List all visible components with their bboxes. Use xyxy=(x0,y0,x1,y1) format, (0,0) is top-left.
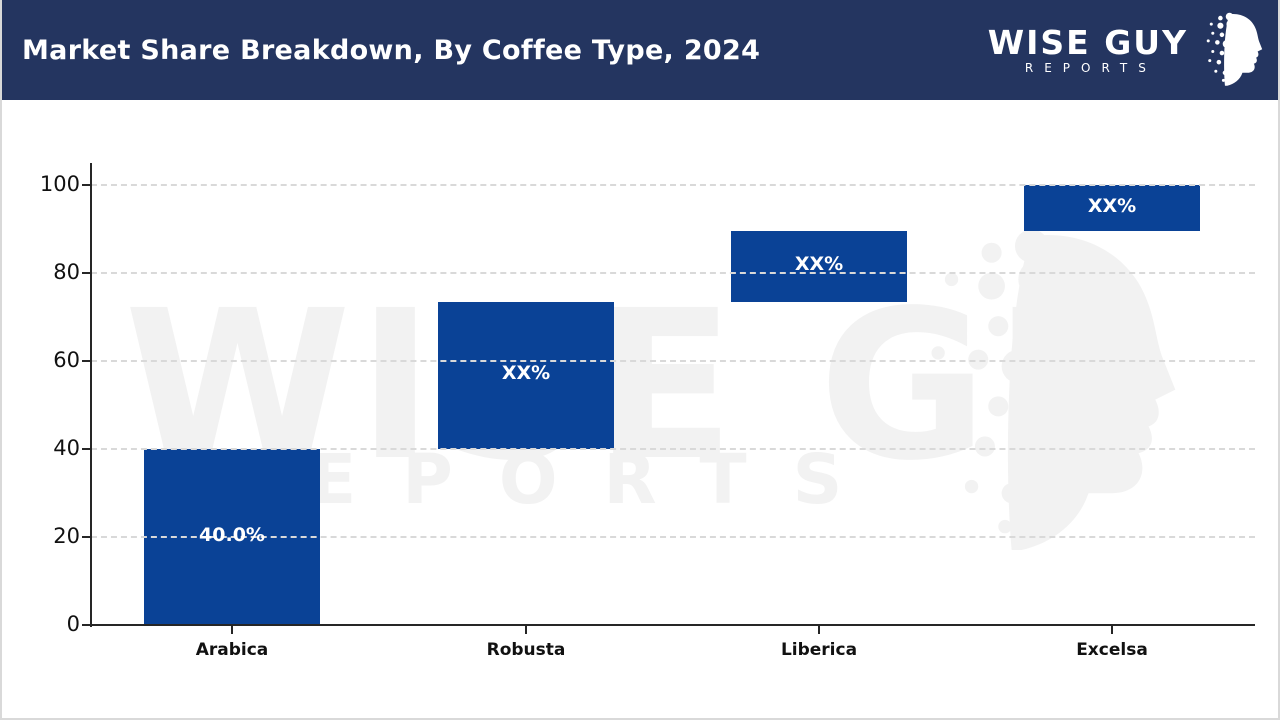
brand-logo: WISE GUY REPORTS xyxy=(988,8,1266,92)
brand-name: WISE GUY xyxy=(987,23,1188,62)
header-band: Market Share Breakdown, By Coffee Type, … xyxy=(2,0,1278,100)
y-axis-spine xyxy=(90,163,92,627)
y-tick-label: 20 xyxy=(53,524,80,548)
bar-robusta xyxy=(438,301,614,449)
y-tick-mark xyxy=(82,272,90,274)
x-category-label: Liberica xyxy=(780,640,858,660)
x-axis-spine xyxy=(90,624,1255,626)
bar-value-label: XX% xyxy=(794,253,844,276)
brand-face-icon xyxy=(1206,12,1263,86)
watermark-face-icon xyxy=(931,229,1176,550)
brand-subtitle: REPORTS xyxy=(1024,61,1157,75)
x-tick-mark xyxy=(231,626,233,634)
x-tick-mark xyxy=(525,626,527,634)
x-category-label: Arabica xyxy=(195,640,269,660)
y-tick-mark xyxy=(82,536,90,538)
x-tick-mark xyxy=(1111,626,1113,634)
y-tick-label: 0 xyxy=(66,612,80,636)
y-tick-mark xyxy=(82,624,90,626)
bar-value-label: 40.0% xyxy=(199,524,265,546)
gridline-20 xyxy=(91,536,1255,538)
bar-liberica xyxy=(731,231,907,302)
y-tick-label: 100 xyxy=(39,172,80,196)
chart-title: Market Share Breakdown, By Coffee Type, … xyxy=(22,34,761,66)
y-tick-label: 40 xyxy=(53,436,80,460)
bar-value-label: XX% xyxy=(501,362,551,385)
gridline-60 xyxy=(91,360,1255,362)
x-category-label: Robusta xyxy=(486,640,566,660)
y-tick-mark xyxy=(82,184,90,186)
bar-value-label: XX% xyxy=(1087,195,1137,218)
y-tick-mark xyxy=(82,448,90,450)
y-tick-mark xyxy=(82,360,90,362)
gridline-80 xyxy=(91,272,1255,274)
bar-excelsa xyxy=(1024,185,1200,232)
y-tick-label: 80 xyxy=(53,260,80,284)
gridline-40 xyxy=(91,448,1255,450)
brand-wordmark: WISE GUY REPORTS xyxy=(988,26,1188,74)
y-tick-label: 60 xyxy=(53,348,80,372)
x-category-label: Excelsa xyxy=(1076,640,1148,660)
x-tick-mark xyxy=(818,626,820,634)
gridline-100 xyxy=(91,184,1255,186)
